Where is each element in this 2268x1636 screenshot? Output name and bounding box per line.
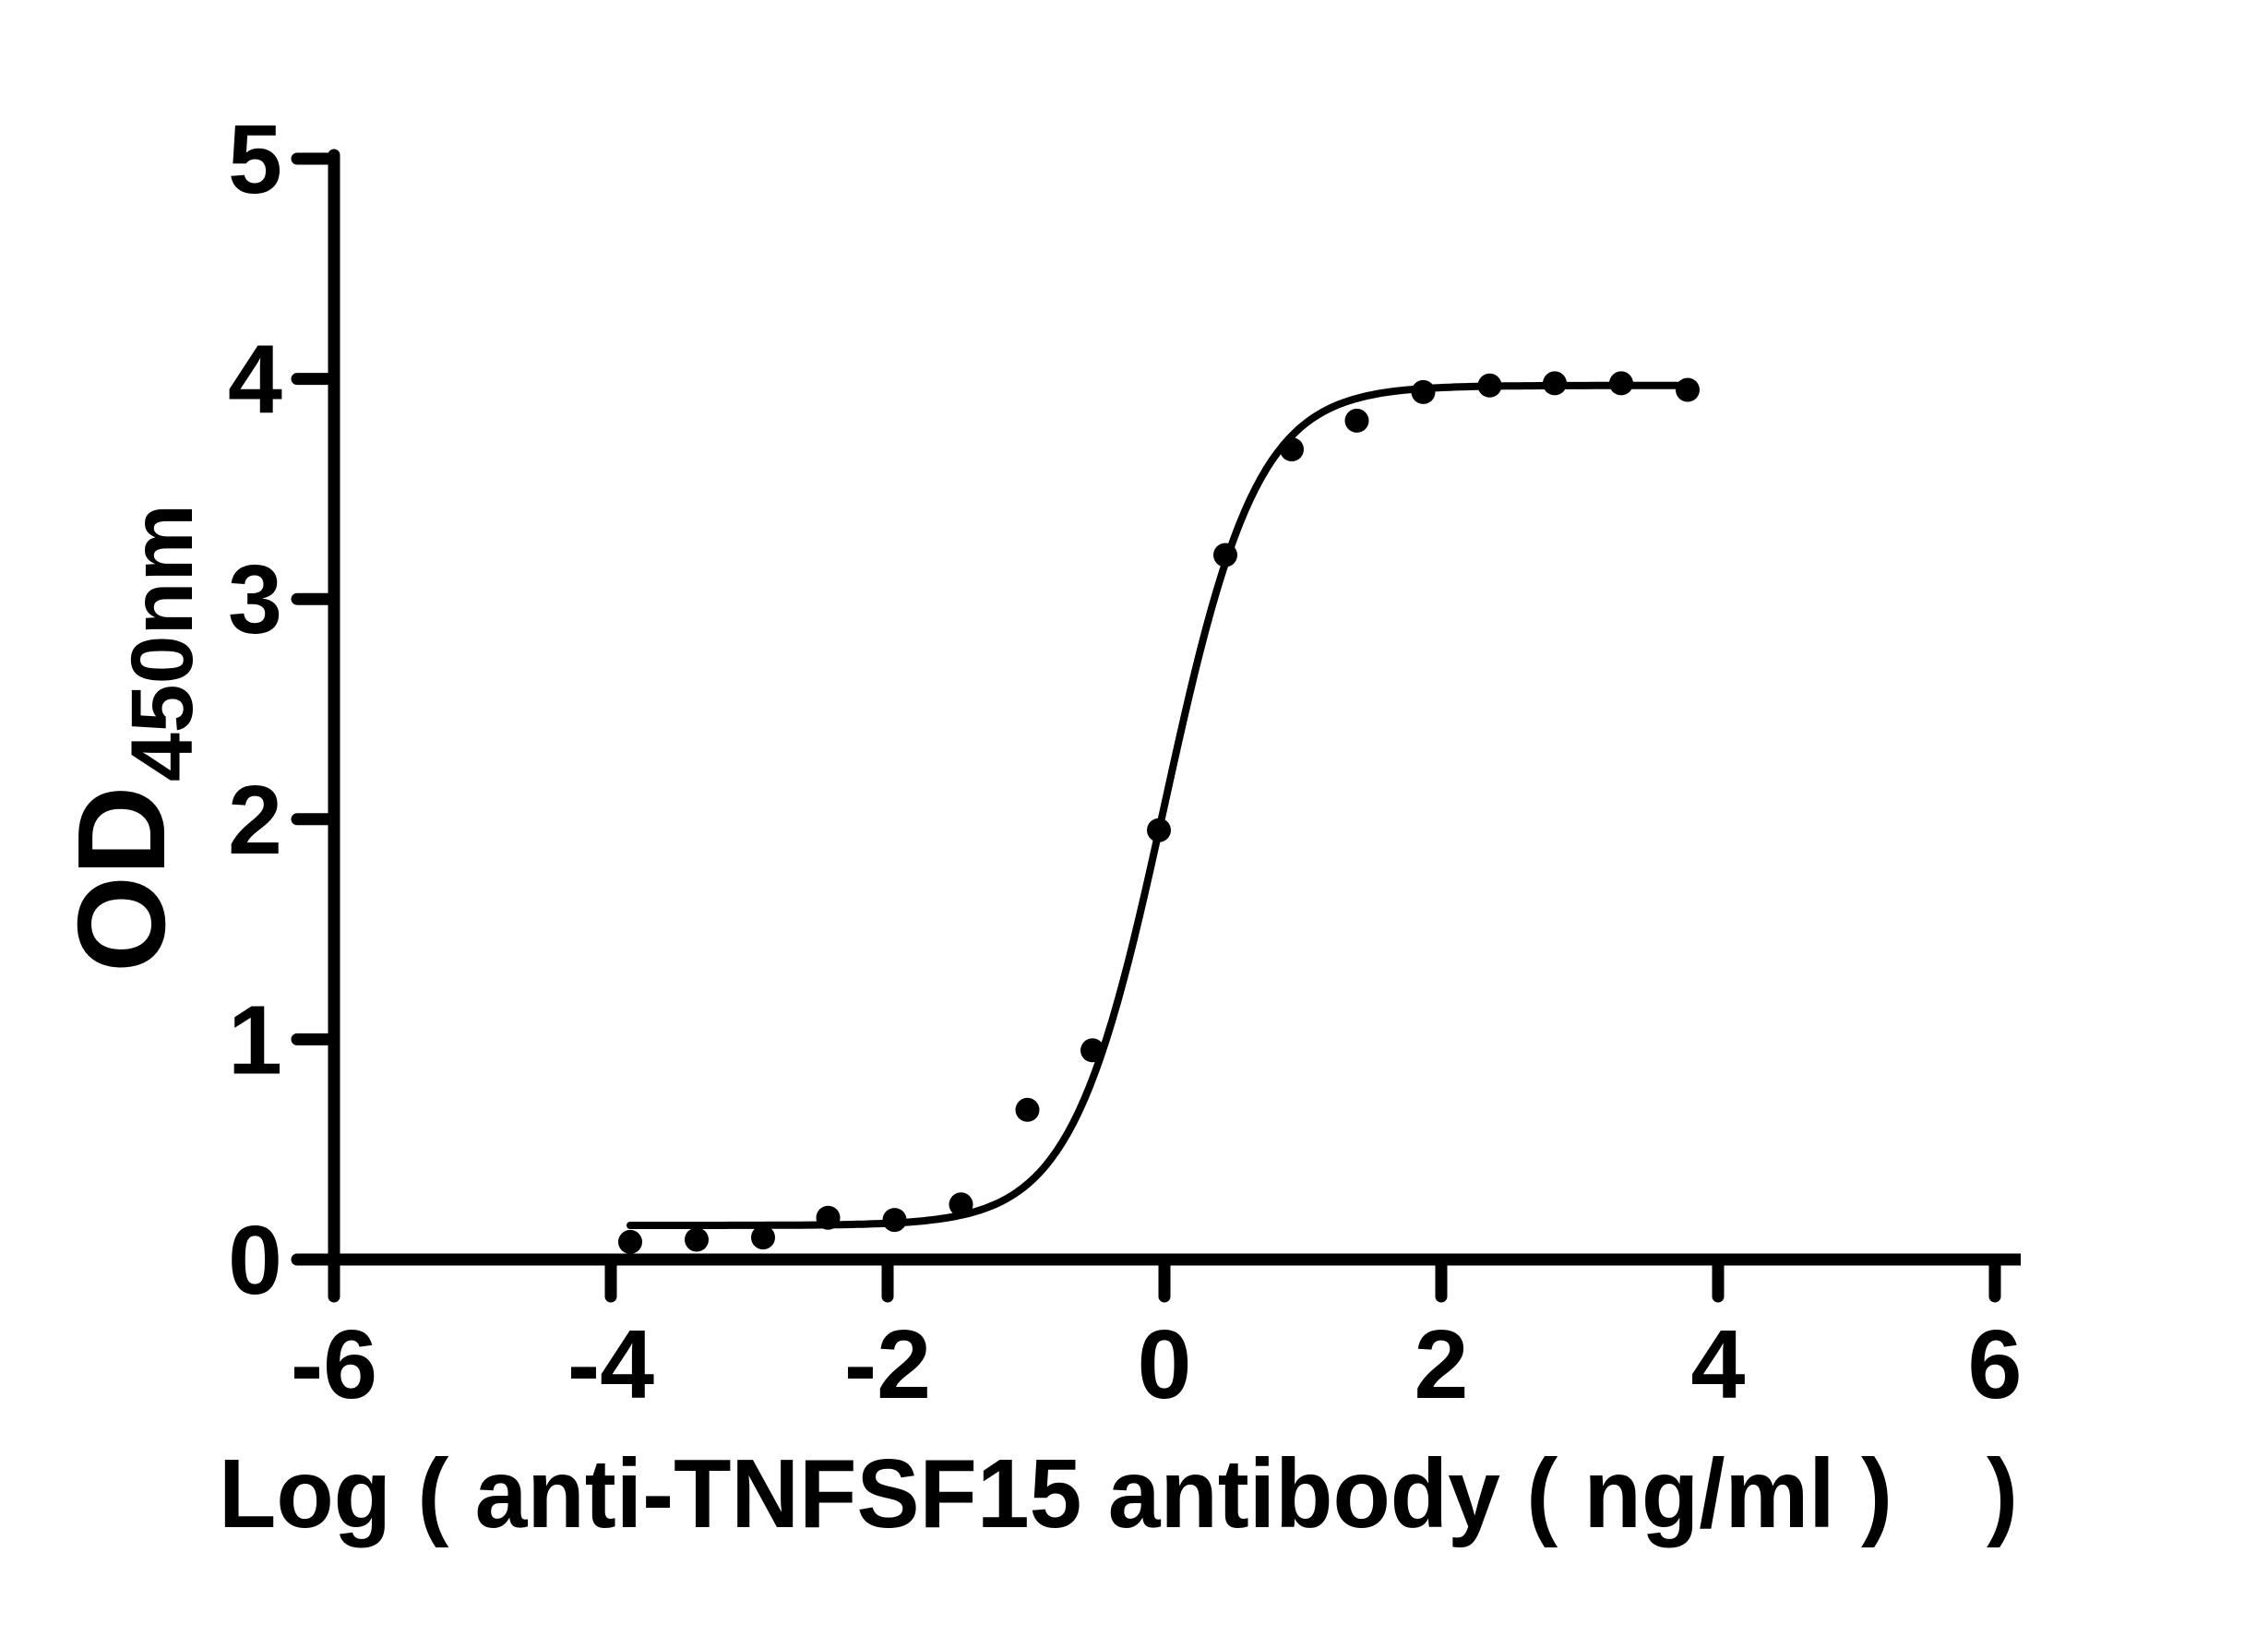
y-tick-label: 2 bbox=[228, 766, 282, 875]
data-point bbox=[1477, 373, 1502, 398]
data-point bbox=[1676, 377, 1700, 402]
data-point bbox=[685, 1227, 709, 1252]
x-tick-label: 6 bbox=[1968, 1310, 2023, 1419]
x-tick-label: 2 bbox=[1415, 1310, 1469, 1419]
y-axis-title: OD 450nm bbox=[52, 504, 211, 973]
data-point bbox=[1280, 437, 1304, 461]
x-tick-label: -2 bbox=[844, 1310, 931, 1419]
y-axis-title-main: OD bbox=[52, 785, 191, 973]
data-point bbox=[1147, 818, 1171, 842]
data-point bbox=[618, 1229, 642, 1254]
y-axis-title-subscript: 450nm bbox=[113, 504, 211, 782]
y-tick-label: 1 bbox=[228, 985, 282, 1094]
data-points-layer bbox=[618, 371, 1700, 1254]
x-tick-label: 0 bbox=[1138, 1310, 1192, 1419]
x-tick-label: 4 bbox=[1691, 1310, 1746, 1419]
x-tick-label: -6 bbox=[291, 1310, 377, 1419]
data-point bbox=[1344, 408, 1369, 433]
y-tick-label: 5 bbox=[228, 105, 282, 214]
x-axis-title: Log ( anti-TNFSF15 antibody ( ng/ml ) ) bbox=[219, 1439, 2018, 1548]
data-point bbox=[816, 1205, 841, 1230]
y-tick-label: 4 bbox=[228, 326, 282, 435]
data-point bbox=[882, 1208, 907, 1233]
data-point bbox=[1080, 1038, 1104, 1063]
data-point bbox=[949, 1192, 973, 1217]
data-point bbox=[1213, 543, 1237, 567]
data-point bbox=[1609, 371, 1633, 396]
x-tick-label: -4 bbox=[567, 1310, 654, 1419]
data-point bbox=[1543, 371, 1567, 396]
y-tick-label: 3 bbox=[228, 545, 282, 654]
axes-layer: -6 -4 -2 0 2 4 6 0 1 2 3 4 5 bbox=[228, 105, 2022, 1419]
data-point bbox=[1411, 379, 1436, 404]
y-tick-label: 0 bbox=[228, 1206, 282, 1315]
data-point bbox=[751, 1225, 775, 1250]
data-point bbox=[1015, 1097, 1040, 1122]
